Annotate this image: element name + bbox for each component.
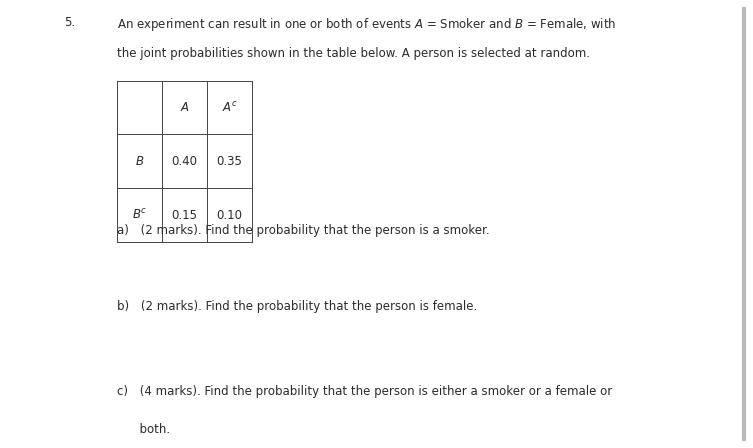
Text: c) (4 marks). Find the probability that the person is either a smoker or a femal: c) (4 marks). Find the probability that … <box>117 385 612 398</box>
Text: 5.: 5. <box>64 16 75 29</box>
Text: 0.15: 0.15 <box>172 208 197 222</box>
Text: $A$: $A$ <box>179 101 190 114</box>
Text: b) (2 marks). Find the probability that the person is female.: b) (2 marks). Find the probability that … <box>117 300 477 313</box>
Text: $B^c$: $B^c$ <box>132 208 147 222</box>
Text: 0.35: 0.35 <box>217 155 242 168</box>
Text: 0.40: 0.40 <box>172 155 197 168</box>
Text: $A^c$: $A^c$ <box>221 100 238 115</box>
Text: the joint probabilities shown in the table below. A person is selected at random: the joint probabilities shown in the tab… <box>117 47 590 60</box>
Text: a) (2 marks). Find the probability that the person is a smoker.: a) (2 marks). Find the probability that … <box>117 224 489 237</box>
Text: both.: both. <box>117 423 170 436</box>
Text: An experiment can result in one or both of events $A$ = Smoker and $B$ = Female,: An experiment can result in one or both … <box>117 16 616 33</box>
Text: $B$: $B$ <box>135 155 144 168</box>
Text: 0.10: 0.10 <box>217 208 242 222</box>
